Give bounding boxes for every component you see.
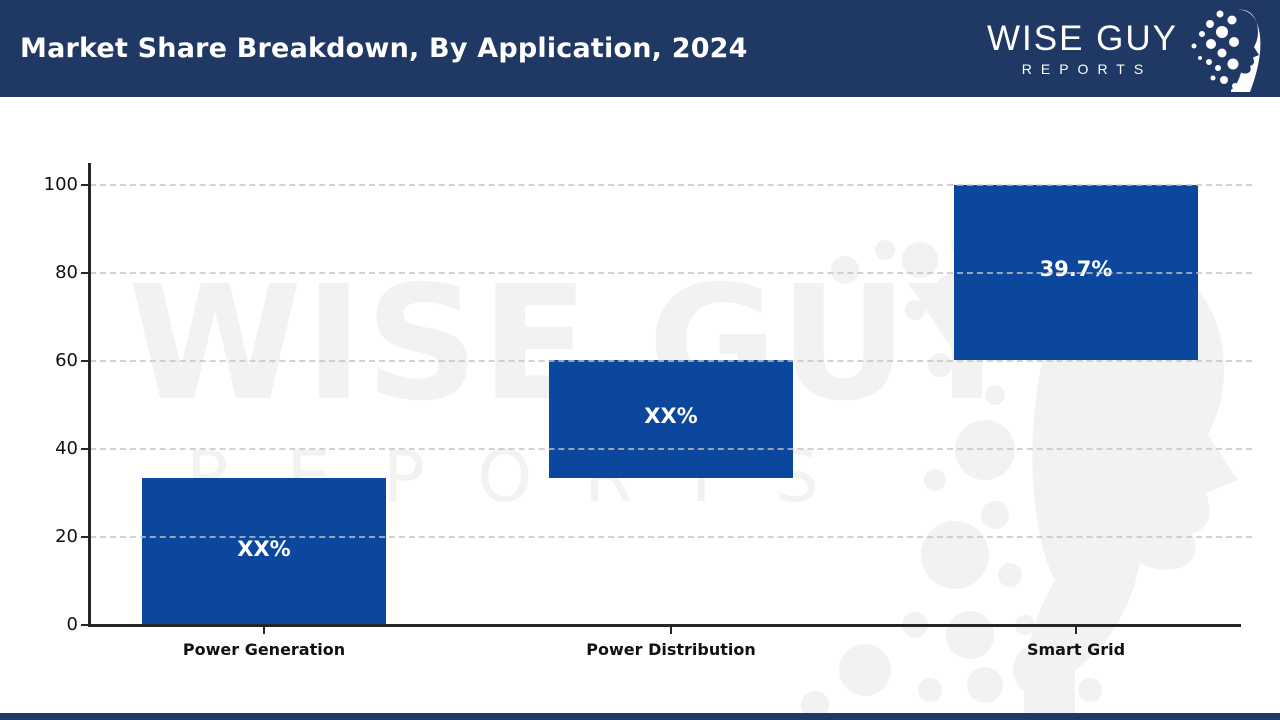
y-axis-tick-label: 40 bbox=[55, 438, 78, 459]
y-axis-tick-label: 20 bbox=[55, 526, 78, 547]
y-axis-tick-label: 80 bbox=[55, 262, 78, 283]
y-axis-tick-label: 0 bbox=[66, 614, 78, 635]
gridline-100 bbox=[90, 184, 1252, 186]
bar-value-label: XX% bbox=[644, 404, 698, 429]
x-axis-tick-mark bbox=[263, 626, 265, 634]
y-axis-tick-mark bbox=[81, 184, 88, 186]
y-axis-tick-mark bbox=[81, 448, 88, 450]
report-header: Market Share Breakdown, By Application, … bbox=[0, 0, 1280, 97]
bar-power-distribution bbox=[549, 359, 793, 479]
bar-value-label: XX% bbox=[237, 536, 291, 561]
y-axis-line bbox=[88, 163, 91, 627]
x-axis-category-label: Power Generation bbox=[182, 640, 346, 659]
x-axis-category-label: Power Distribution bbox=[586, 640, 756, 659]
logo-reports-label: REPORTS bbox=[1021, 61, 1153, 77]
y-axis-tick-label: 60 bbox=[55, 350, 78, 371]
page-title: Market Share Breakdown, By Application, … bbox=[20, 33, 748, 64]
x-axis-tick-mark bbox=[1075, 626, 1077, 634]
y-axis-tick-mark bbox=[81, 360, 88, 362]
x-axis-category-label: Smart Grid bbox=[1026, 640, 1126, 659]
wise-guy-reports-logo: WISE GUY REPORTS bbox=[987, 6, 1262, 92]
y-axis-tick-label: 100 bbox=[43, 174, 78, 195]
y-axis-tick-mark bbox=[81, 272, 88, 274]
y-axis-tick-mark bbox=[81, 536, 88, 538]
logo-head-icon bbox=[1191, 9, 1261, 92]
gridline-60 bbox=[90, 360, 1252, 362]
gridline-20 bbox=[90, 536, 1252, 538]
x-axis-tick-mark bbox=[670, 626, 672, 634]
x-axis-line bbox=[88, 624, 1241, 627]
y-axis-tick-mark bbox=[81, 624, 88, 626]
logo-wordmark: WISE GUY bbox=[986, 19, 1178, 58]
footer-accent-bar bbox=[0, 713, 1280, 720]
bar-power-generation bbox=[142, 478, 386, 625]
bar-value-label: 39.7% bbox=[1039, 257, 1113, 282]
gridline-80 bbox=[90, 272, 1252, 274]
gridline-40 bbox=[90, 448, 1252, 450]
